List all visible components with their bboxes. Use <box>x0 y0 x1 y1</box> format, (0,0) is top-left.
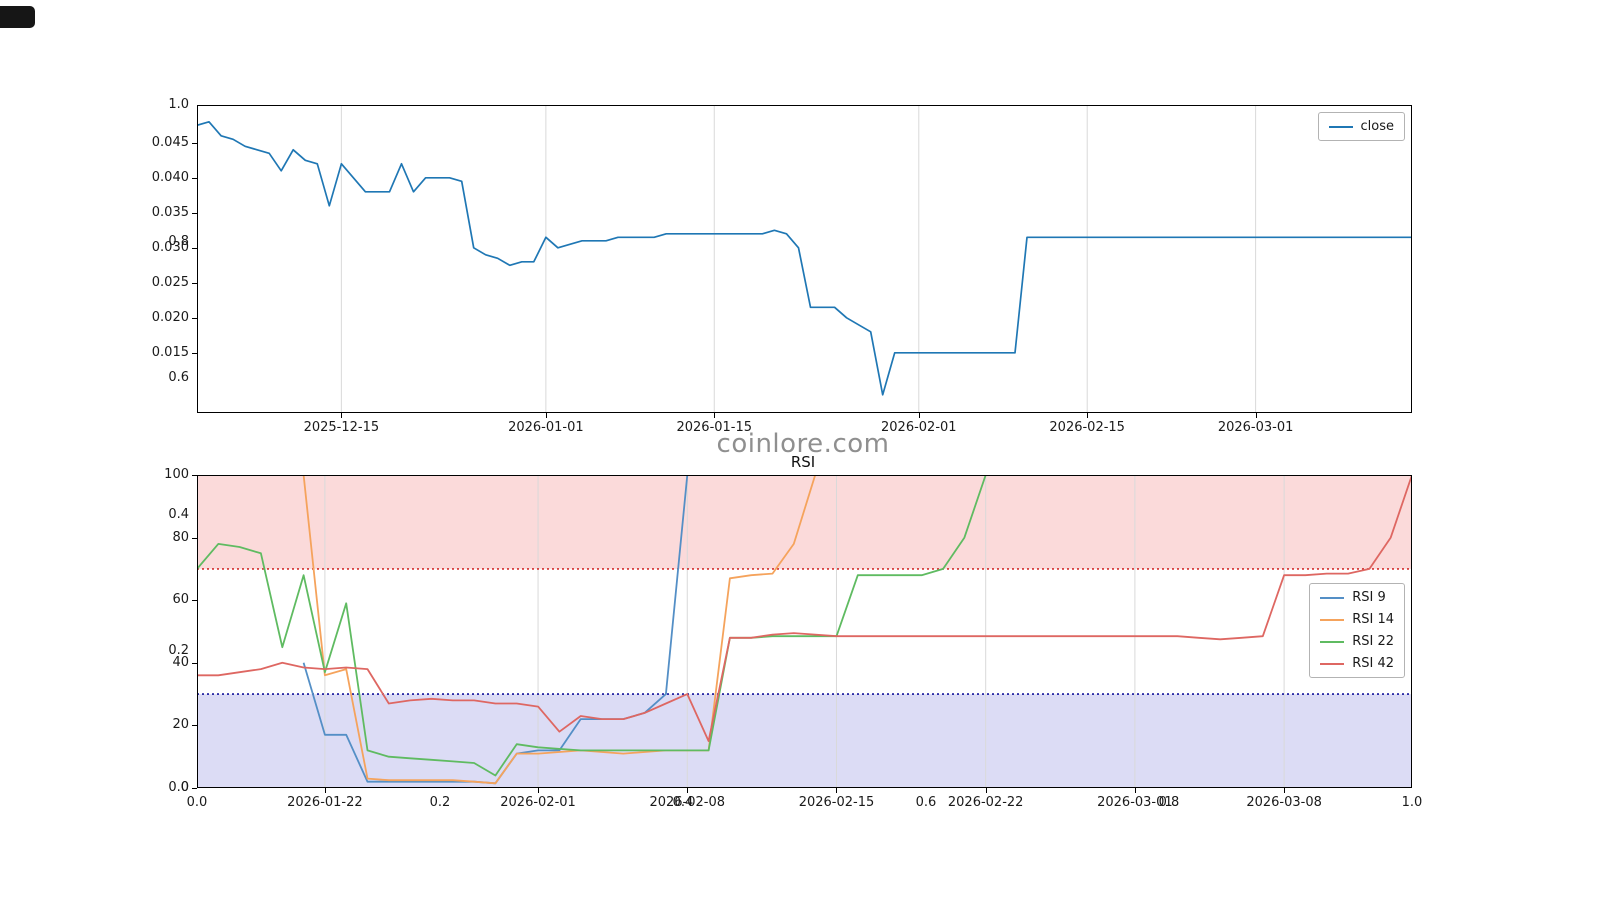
price-x-tick-label: 2025-12-15 <box>303 420 380 435</box>
legend-entry-rsi-42: RSI 42 <box>1320 656 1394 671</box>
overlay-y-tick-label: 1.0 <box>168 97 189 112</box>
tick-mark <box>192 212 197 214</box>
tick-mark <box>341 413 343 418</box>
overlay-y-tick-label: 0.2 <box>168 643 189 659</box>
tick-mark <box>714 413 716 418</box>
legend-label: RSI 9 <box>1352 590 1386 605</box>
price-x-tick-label: 2026-02-01 <box>881 420 957 435</box>
overlay-x-tick-label: 0.6 <box>915 795 937 810</box>
rsi-x-tick-label: 2026-02-15 <box>798 795 875 810</box>
rsi-chart-canvas <box>197 475 1412 788</box>
tick-mark <box>192 788 197 789</box>
rsi-x-tick-label: 2026-02-01 <box>500 795 576 810</box>
overlay-x-tick-label: 0.4 <box>672 795 694 810</box>
overlay-y-tick-label: 0.8 <box>168 233 189 249</box>
rsi-x-tick-label: 2026-03-01 <box>1097 795 1173 810</box>
watermark: coinlore.com <box>716 429 890 459</box>
price-y-tick-label: 0.015 <box>151 344 189 360</box>
tick-mark <box>918 413 920 418</box>
legend-label: RSI 42 <box>1352 656 1394 671</box>
line-swatch <box>1320 596 1345 599</box>
price-x-tick-label: 2026-02-15 <box>1049 420 1125 435</box>
tick-mark <box>192 475 197 476</box>
overlay-x-tick-label: 0.8 <box>1158 795 1180 810</box>
price-y-tick-label: 0.030 <box>151 239 189 255</box>
tick-mark <box>192 317 197 319</box>
price-x-tick-label: 2026-01-01 <box>508 420 584 435</box>
top-left-dark-patch <box>0 6 35 28</box>
legend-label: RSI 14 <box>1352 612 1394 627</box>
legend-entry-rsi-14: RSI 14 <box>1320 612 1394 627</box>
price-y-tick-label: 0.040 <box>151 169 189 185</box>
overlay-x-tick-label: 0.0 <box>186 795 208 810</box>
legend-entry-rsi-9: RSI 9 <box>1320 590 1394 605</box>
price-x-tick-label: 2026-01-15 <box>676 420 753 435</box>
rsi-x-tick-label: 2026-02-22 <box>947 795 1024 810</box>
rsi-chart: RSI 9 RSI 14 RSI 22 RSI 42 <box>197 475 1412 788</box>
price-y-tick-label: 0.035 <box>151 204 189 220</box>
line-swatch <box>1320 618 1345 621</box>
tick-mark <box>192 600 197 602</box>
price-y-tick-label: 0.020 <box>151 309 189 325</box>
tick-mark <box>836 788 838 793</box>
tick-mark <box>192 352 197 354</box>
rsi-y-tick-label: 60 <box>172 592 189 608</box>
price-chart: close <box>197 105 1412 413</box>
overlay-y-tick-label: 0.0 <box>168 780 189 795</box>
rsi-y-tick-label: 0 <box>180 780 189 795</box>
tick-mark <box>192 725 197 727</box>
price-y-tick-label: 0.025 <box>151 274 189 290</box>
tick-mark <box>1284 788 1286 793</box>
tick-mark <box>687 788 689 793</box>
legend-entry-rsi-22: RSI 22 <box>1320 634 1394 649</box>
rsi-y-tick-label: 40 <box>172 654 189 670</box>
tick-mark <box>192 177 197 179</box>
overlay-x-tick-label: 1.0 <box>1401 795 1423 810</box>
legend-entry-close: close <box>1328 119 1394 134</box>
tick-mark <box>192 142 197 144</box>
rsi-y-tick-label: 100 <box>164 467 189 482</box>
close-line-swatch <box>1328 125 1353 128</box>
rsi-legend: RSI 9 RSI 14 RSI 22 RSI 42 <box>1309 583 1405 678</box>
tick-mark <box>1134 788 1136 793</box>
tick-mark <box>538 788 540 793</box>
tick-mark <box>192 662 197 664</box>
tick-mark <box>985 788 987 793</box>
tick-mark <box>545 413 547 418</box>
price-chart-canvas <box>197 105 1412 413</box>
overlay-y-tick-label: 0.4 <box>168 506 189 522</box>
rsi-title: RSI <box>790 453 816 471</box>
price-y-tick-label: 0.045 <box>151 134 189 150</box>
tick-mark <box>1087 413 1089 418</box>
rsi-x-tick-label: 2026-01-22 <box>287 795 363 810</box>
overlay-x-tick-label: 0.2 <box>429 795 451 810</box>
legend-label: RSI 22 <box>1352 634 1394 649</box>
price-x-tick-label: 2026-03-01 <box>1217 420 1294 435</box>
overlay-y-tick-label: 0.6 <box>168 370 189 386</box>
line-swatch <box>1320 640 1345 643</box>
tick-mark <box>192 537 197 539</box>
rsi-y-tick-label: 80 <box>172 529 189 545</box>
close-legend-label: close <box>1360 119 1394 134</box>
rsi-x-tick-label: 2026-02-08 <box>649 795 726 810</box>
tick-mark <box>192 282 197 284</box>
tick-mark <box>192 247 197 249</box>
rsi-y-tick-label: 20 <box>172 717 189 733</box>
tick-mark <box>324 788 326 793</box>
line-swatch <box>1320 662 1345 665</box>
tick-mark <box>1255 413 1257 418</box>
rsi-x-tick-label: 2026-03-08 <box>1246 795 1322 810</box>
price-legend: close <box>1317 112 1405 141</box>
